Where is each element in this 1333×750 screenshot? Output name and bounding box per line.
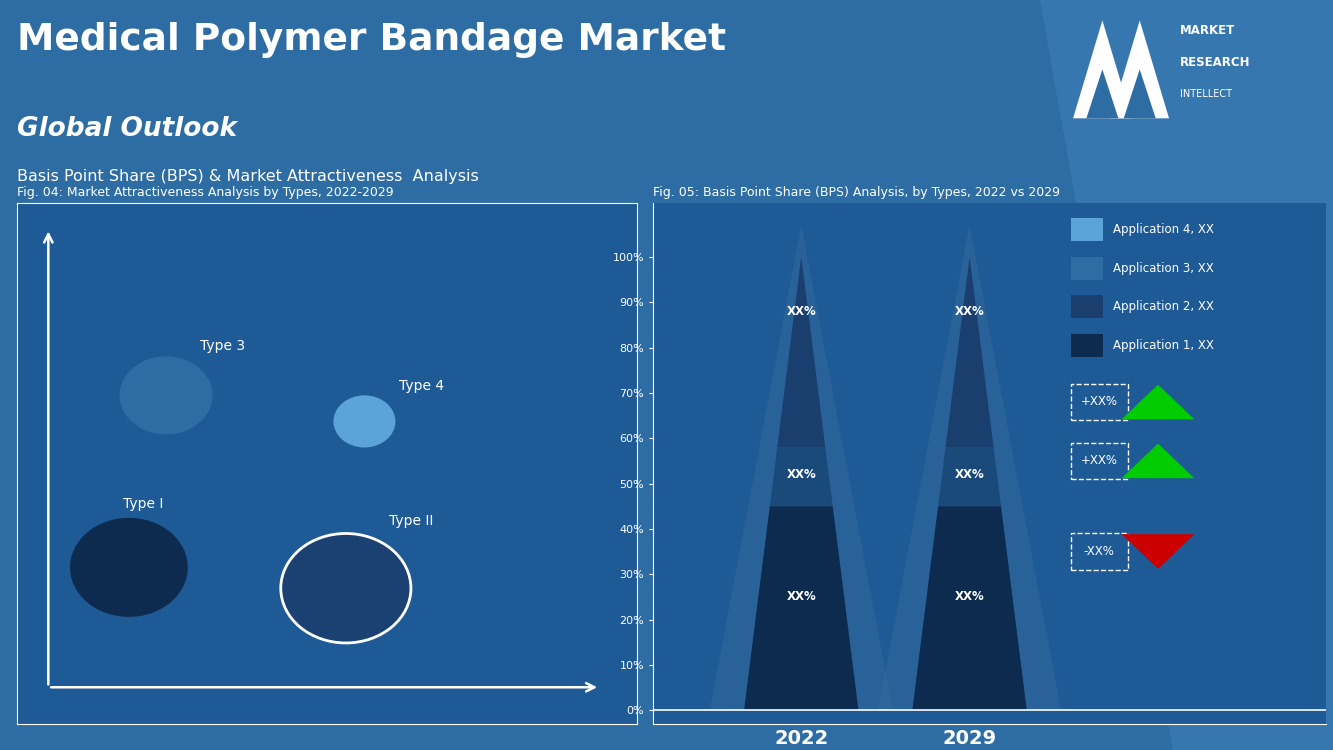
Bar (1070, 334, 1102, 356)
Polygon shape (1040, 0, 1333, 750)
Polygon shape (938, 447, 1001, 506)
Polygon shape (1073, 20, 1132, 118)
Polygon shape (1086, 70, 1118, 118)
Text: XX%: XX% (786, 468, 816, 481)
Polygon shape (1121, 443, 1194, 478)
Circle shape (281, 533, 411, 643)
Polygon shape (777, 257, 825, 447)
Text: INTELLECT: INTELLECT (1180, 89, 1232, 99)
Text: Global Outlook: Global Outlook (17, 116, 237, 142)
Text: Type 3: Type 3 (200, 338, 245, 352)
Polygon shape (1110, 20, 1169, 118)
Text: Type 4: Type 4 (399, 379, 444, 393)
Text: XX%: XX% (786, 304, 816, 318)
Polygon shape (1124, 70, 1156, 118)
Polygon shape (709, 225, 893, 710)
Text: Application 4, XX: Application 4, XX (1113, 224, 1214, 236)
Text: XX%: XX% (954, 468, 985, 481)
Text: RESEARCH: RESEARCH (1180, 56, 1250, 69)
Text: +XX%: +XX% (1081, 395, 1117, 409)
Text: XX%: XX% (954, 590, 985, 603)
Polygon shape (912, 506, 1026, 710)
Circle shape (71, 518, 188, 617)
Text: MARKET: MARKET (1180, 24, 1234, 37)
Circle shape (120, 356, 212, 434)
Bar (1070, 296, 1102, 318)
Text: +XX%: +XX% (1081, 454, 1117, 467)
Text: Application 1, XX: Application 1, XX (1113, 339, 1214, 352)
Text: Type II: Type II (389, 514, 433, 528)
Text: Application 3, XX: Application 3, XX (1113, 262, 1213, 274)
Text: -XX%: -XX% (1084, 545, 1114, 558)
Text: Medical Polymer Bandage Market: Medical Polymer Bandage Market (17, 22, 726, 58)
Polygon shape (1121, 534, 1194, 568)
Bar (1070, 218, 1102, 241)
Text: Fig. 05: Basis Point Share (BPS) Analysis, by Types, 2022 vs 2029: Fig. 05: Basis Point Share (BPS) Analysi… (653, 185, 1060, 199)
Polygon shape (769, 447, 833, 506)
Text: Basis Point Share (BPS) & Market Attractiveness  Analysis: Basis Point Share (BPS) & Market Attract… (17, 169, 479, 184)
Text: XX%: XX% (786, 590, 816, 603)
Circle shape (333, 395, 396, 448)
Text: Fig. 04: Market Attractiveness Analysis by Types, 2022-2029: Fig. 04: Market Attractiveness Analysis … (17, 185, 395, 199)
Text: Application 2, XX: Application 2, XX (1113, 300, 1214, 313)
Polygon shape (744, 506, 858, 710)
Bar (1070, 257, 1102, 280)
Text: XX%: XX% (954, 304, 985, 318)
Polygon shape (1121, 385, 1194, 419)
Polygon shape (878, 225, 1061, 710)
Polygon shape (945, 257, 993, 447)
Text: Type I: Type I (123, 497, 163, 511)
